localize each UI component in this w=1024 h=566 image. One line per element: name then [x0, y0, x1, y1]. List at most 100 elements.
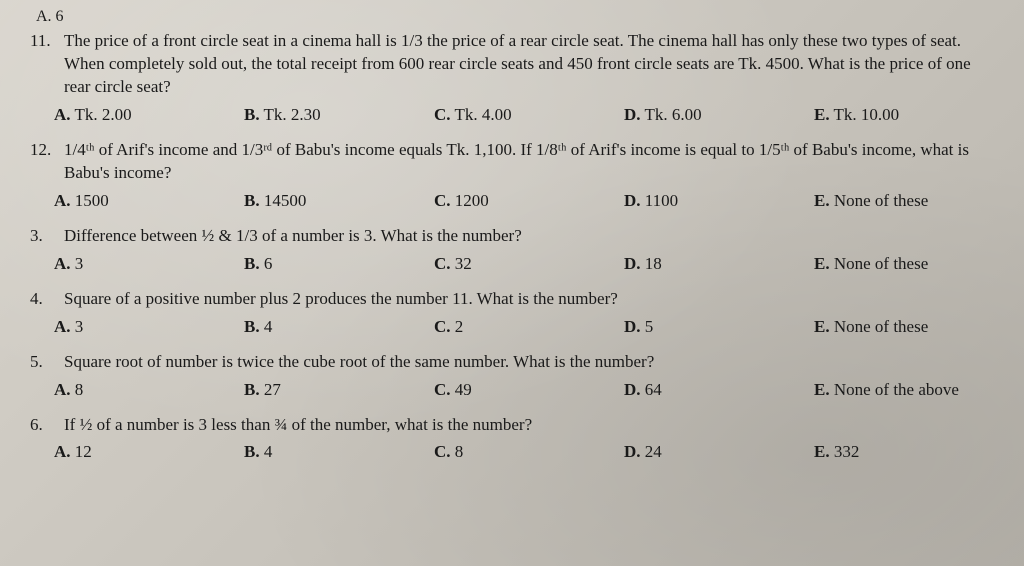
- question-body: 1/4ᵗʰ of Arif's income and 1/3ʳᵈ of Babu…: [64, 139, 994, 185]
- question-number: 5.: [30, 351, 64, 374]
- option: C. 8: [434, 442, 614, 462]
- option-label: B.: [244, 380, 260, 399]
- option-label: E.: [814, 317, 830, 336]
- option-text: 49: [455, 380, 472, 399]
- option-text: 3: [75, 317, 84, 336]
- option-text: 6: [264, 254, 273, 273]
- option: C. 32: [434, 254, 614, 274]
- question-block: 5.Square root of number is twice the cub…: [30, 351, 994, 400]
- option: B. 4: [244, 442, 424, 462]
- option-label: E.: [814, 191, 830, 210]
- option: A. 1500: [54, 191, 234, 211]
- option-text: Tk. 6.00: [644, 105, 701, 124]
- option-text: None of these: [834, 317, 928, 336]
- option-label: D.: [624, 105, 641, 124]
- option-text: None of these: [834, 191, 928, 210]
- option-text: 2: [455, 317, 464, 336]
- option-text: Tk. 2.00: [74, 105, 131, 124]
- options-row: A. 1500B. 14500C. 1200D. 1100E. None of …: [30, 191, 994, 211]
- option-label: D.: [624, 317, 641, 336]
- option: E. None of these: [814, 317, 994, 337]
- question-text: 3.Difference between ½ & 1/3 of a number…: [30, 225, 994, 248]
- option-label: D.: [624, 191, 641, 210]
- options-row: A. 8B. 27C. 49D. 64E. None of the above: [30, 380, 994, 400]
- question-number: 6.: [30, 414, 64, 437]
- option-text: None of these: [834, 254, 928, 273]
- question-body: If ½ of a number is 3 less than ¾ of the…: [64, 414, 994, 437]
- option-label: C.: [434, 254, 451, 273]
- option: C. 2: [434, 317, 614, 337]
- question-block: 12.1/4ᵗʰ of Arif's income and 1/3ʳᵈ of B…: [30, 139, 994, 211]
- option: D. Tk. 6.00: [624, 105, 804, 125]
- option-label: C.: [434, 105, 451, 124]
- option-label: A.: [54, 442, 71, 461]
- option-label: E.: [814, 254, 830, 273]
- option-label: B.: [244, 254, 260, 273]
- option-label: B.: [244, 317, 260, 336]
- option-text: Tk. 10.00: [834, 105, 900, 124]
- option-text: 4: [264, 442, 273, 461]
- option-label: D.: [624, 380, 641, 399]
- exam-page: A. 6 11.The price of a front circle seat…: [30, 8, 994, 462]
- option-label: E.: [814, 105, 830, 124]
- option: B. 6: [244, 254, 424, 274]
- question-body: Square of a positive number plus 2 produ…: [64, 288, 994, 311]
- option-text: 1500: [75, 191, 109, 210]
- question-block: 11.The price of a front circle seat in a…: [30, 30, 994, 125]
- option-text: Tk. 2.30: [264, 105, 321, 124]
- options-row: A. 3B. 6C. 32D. 18E. None of these: [30, 254, 994, 274]
- option: E. None of the above: [814, 380, 994, 400]
- option-text: None of the above: [834, 380, 959, 399]
- option-text: 1200: [455, 191, 489, 210]
- option-label: A.: [54, 191, 71, 210]
- option-text: 8: [455, 442, 464, 461]
- option: A. 3: [54, 317, 234, 337]
- option-label: E.: [814, 380, 830, 399]
- option-label: B.: [244, 442, 260, 461]
- option-text: 24: [645, 442, 662, 461]
- partial-top-line: A. 6: [30, 8, 994, 26]
- option-label: E.: [814, 442, 830, 461]
- option: D. 64: [624, 380, 804, 400]
- option-text: 3: [75, 254, 84, 273]
- option-label: A.: [54, 105, 71, 124]
- option: D. 1100: [624, 191, 804, 211]
- option-text: 14500: [264, 191, 307, 210]
- option-text: 8: [75, 380, 84, 399]
- option-label: A.: [54, 317, 71, 336]
- option-text: 18: [645, 254, 662, 273]
- question-text: 5.Square root of number is twice the cub…: [30, 351, 994, 374]
- option-label: C.: [434, 380, 451, 399]
- question-body: Square root of number is twice the cube …: [64, 351, 994, 374]
- option-label: C.: [434, 317, 451, 336]
- question-block: 4.Square of a positive number plus 2 pro…: [30, 288, 994, 337]
- option: B. Tk. 2.30: [244, 105, 424, 125]
- option: E. Tk. 10.00: [814, 105, 994, 125]
- question-number: 4.: [30, 288, 64, 311]
- option: B. 27: [244, 380, 424, 400]
- option-label: C.: [434, 442, 451, 461]
- option-text: 12: [75, 442, 92, 461]
- option: C. 49: [434, 380, 614, 400]
- option-text: 5: [645, 317, 654, 336]
- question-block: 6.If ½ of a number is 3 less than ¾ of t…: [30, 414, 994, 463]
- question-number: 12.: [30, 139, 64, 162]
- option-text: 332: [834, 442, 860, 461]
- option-label: B.: [244, 105, 260, 124]
- question-body: Difference between ½ & 1/3 of a number i…: [64, 225, 994, 248]
- option: E. None of these: [814, 254, 994, 274]
- option: B. 4: [244, 317, 424, 337]
- option: A. 12: [54, 442, 234, 462]
- question-text: 6.If ½ of a number is 3 less than ¾ of t…: [30, 414, 994, 437]
- question-text: 12.1/4ᵗʰ of Arif's income and 1/3ʳᵈ of B…: [30, 139, 994, 185]
- question-number: 3.: [30, 225, 64, 248]
- question-text: 4.Square of a positive number plus 2 pro…: [30, 288, 994, 311]
- option: E. 332: [814, 442, 994, 462]
- option: A. Tk. 2.00: [54, 105, 234, 125]
- question-text: 11.The price of a front circle seat in a…: [30, 30, 994, 99]
- option-text: 4: [264, 317, 273, 336]
- option-label: A.: [54, 254, 71, 273]
- options-row: A. 12B. 4C. 8D. 24E. 332: [30, 442, 994, 462]
- option-text: 1100: [645, 191, 678, 210]
- option: B. 14500: [244, 191, 424, 211]
